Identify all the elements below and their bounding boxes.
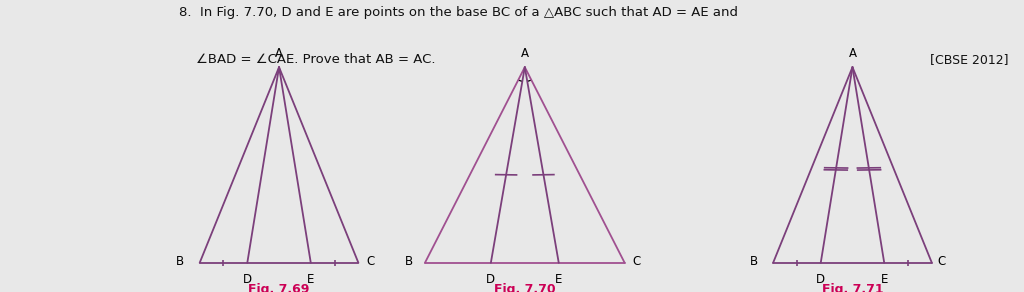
Text: B: B [404, 255, 413, 268]
Text: Fig. 7.70: Fig. 7.70 [494, 283, 556, 292]
Text: E: E [307, 273, 314, 286]
Text: A: A [275, 47, 283, 60]
Text: C: C [633, 255, 641, 268]
Text: D: D [486, 273, 496, 286]
Text: D: D [816, 273, 825, 286]
Text: E: E [881, 273, 888, 286]
Text: E: E [555, 273, 562, 286]
Text: Fig. 7.69: Fig. 7.69 [249, 283, 309, 292]
Text: D: D [243, 273, 252, 286]
Text: B: B [176, 255, 184, 268]
Text: [CBSE 2012]: [CBSE 2012] [930, 53, 1009, 66]
Text: A: A [849, 47, 856, 60]
Text: 8.  In Fig. 7.70, D and E are points on the base BC of a △ABC such that AD = AE : 8. In Fig. 7.70, D and E are points on t… [179, 6, 738, 19]
Text: Fig. 7.71: Fig. 7.71 [821, 283, 884, 292]
Text: ∠BAD = ∠CAE. Prove that AB = AC.: ∠BAD = ∠CAE. Prove that AB = AC. [179, 53, 435, 66]
Text: C: C [937, 255, 945, 268]
Text: B: B [750, 255, 758, 268]
Text: A: A [521, 47, 528, 60]
Text: C: C [367, 255, 375, 268]
